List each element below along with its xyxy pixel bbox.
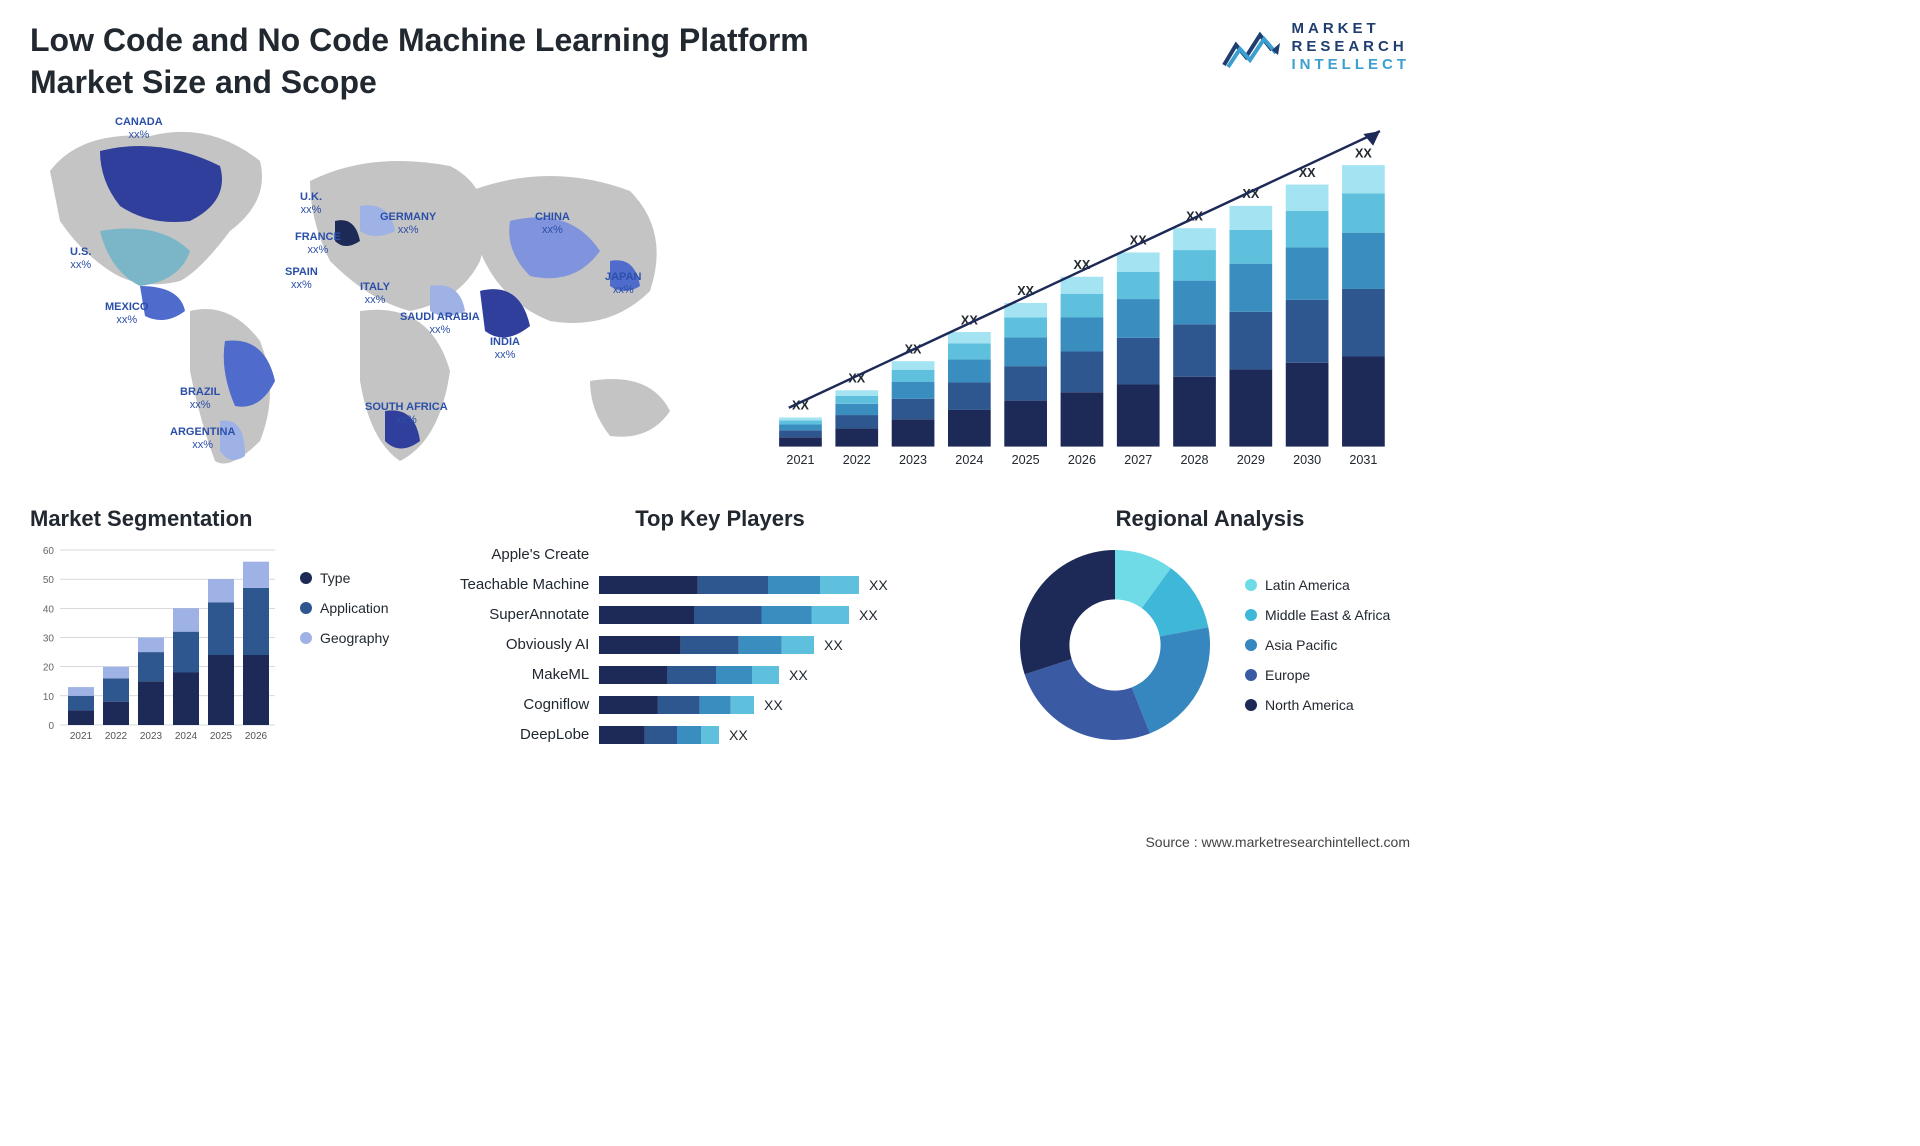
svg-text:10: 10 bbox=[43, 692, 55, 703]
map-label: CANADAxx% bbox=[115, 116, 163, 142]
svg-text:2030: 2030 bbox=[1293, 453, 1321, 467]
brand-line1: MARKET bbox=[1292, 20, 1411, 38]
svg-text:2028: 2028 bbox=[1180, 453, 1208, 467]
players-chart: XX XX XX XX XX XX bbox=[599, 540, 929, 750]
svg-text:2022: 2022 bbox=[843, 453, 871, 467]
map-label: ITALYxx% bbox=[360, 281, 390, 307]
svg-text:2026: 2026 bbox=[1068, 453, 1096, 467]
legend-item: North America bbox=[1245, 697, 1390, 713]
svg-text:2025: 2025 bbox=[210, 731, 233, 742]
map-label: U.K.xx% bbox=[300, 191, 322, 217]
svg-text:50: 50 bbox=[43, 575, 55, 586]
map-label: FRANCExx% bbox=[295, 231, 341, 257]
growth-chart: XX2021XX2022XX2023XX2024XX2025XX2026XX20… bbox=[750, 111, 1410, 491]
svg-text:2026: 2026 bbox=[245, 731, 268, 742]
legend-item: Geography bbox=[300, 630, 389, 646]
svg-text:2029: 2029 bbox=[1237, 453, 1265, 467]
map-label: SOUTH AFRICAxx% bbox=[365, 401, 448, 427]
player-label: SuperAnnotate bbox=[460, 600, 589, 630]
svg-text:2027: 2027 bbox=[1124, 453, 1152, 467]
brand-logo-block: MARKET RESEARCH INTELLECT bbox=[1222, 20, 1411, 74]
legend-item: Type bbox=[300, 570, 389, 586]
legend-item: Middle East & Africa bbox=[1245, 607, 1390, 623]
map-label: GERMANYxx% bbox=[380, 211, 436, 237]
segmentation-title: Market Segmentation bbox=[30, 506, 430, 532]
svg-text:XX: XX bbox=[789, 667, 808, 683]
player-label: Teachable Machine bbox=[460, 570, 589, 600]
map-label: SPAINxx% bbox=[285, 266, 318, 292]
segmentation-legend: Type Application Geography bbox=[300, 570, 389, 750]
map-label: ARGENTINAxx% bbox=[170, 426, 235, 452]
player-label: Apple's Create bbox=[460, 540, 589, 570]
map-label: BRAZILxx% bbox=[180, 386, 220, 412]
player-label: MakeML bbox=[460, 660, 589, 690]
legend-item: Europe bbox=[1245, 667, 1390, 683]
svg-text:60: 60 bbox=[43, 546, 55, 557]
svg-text:2031: 2031 bbox=[1349, 453, 1377, 467]
svg-text:2025: 2025 bbox=[1012, 453, 1040, 467]
svg-text:20: 20 bbox=[43, 663, 55, 674]
svg-text:2024: 2024 bbox=[955, 453, 983, 467]
brand-line3: INTELLECT bbox=[1292, 56, 1411, 74]
svg-text:2021: 2021 bbox=[786, 453, 814, 467]
map-label: INDIAxx% bbox=[490, 336, 520, 362]
svg-text:XX: XX bbox=[1355, 147, 1372, 161]
svg-text:XX: XX bbox=[764, 697, 783, 713]
segmentation-panel: Market Segmentation 0 10 20 30 40 50 60 2021 202… bbox=[30, 506, 430, 750]
svg-text:XX: XX bbox=[869, 577, 888, 593]
players-title: Top Key Players bbox=[460, 506, 980, 532]
svg-text:2022: 2022 bbox=[105, 731, 128, 742]
svg-text:2023: 2023 bbox=[140, 731, 163, 742]
map-label: SAUDI ARABIAxx% bbox=[400, 311, 480, 337]
svg-text:XX: XX bbox=[729, 727, 748, 743]
svg-text:30: 30 bbox=[43, 634, 55, 645]
players-panel: Top Key Players Apple's CreateTeachable … bbox=[460, 506, 980, 750]
map-label: JAPANxx% bbox=[605, 271, 641, 297]
player-label: Obviously AI bbox=[460, 630, 589, 660]
page-title: Low Code and No Code Machine Learning Pl… bbox=[30, 20, 830, 103]
svg-text:XX: XX bbox=[824, 637, 843, 653]
map-label: MEXICOxx% bbox=[105, 301, 148, 327]
svg-text:XX: XX bbox=[859, 607, 878, 623]
segmentation-chart: 0 10 20 30 40 50 60 2021 2022 2023 2024 2025 2026 bbox=[30, 540, 280, 750]
player-label: DeepLobe bbox=[460, 720, 589, 750]
player-label: Cogniflow bbox=[460, 690, 589, 720]
regional-panel: Regional Analysis Latin America Middle Ea… bbox=[1010, 506, 1410, 750]
svg-text:2021: 2021 bbox=[70, 731, 93, 742]
brand-logo-icon bbox=[1222, 25, 1282, 70]
world-map: CANADAxx% U.S.xx% MEXICOxx% BRAZILxx% ARGENT… bbox=[30, 111, 710, 491]
regional-donut bbox=[1010, 540, 1220, 750]
svg-text:2023: 2023 bbox=[899, 453, 927, 467]
map-label: U.S.xx% bbox=[70, 246, 91, 272]
svg-text:40: 40 bbox=[43, 605, 55, 616]
legend-item: Asia Pacific bbox=[1245, 637, 1390, 653]
svg-text:0: 0 bbox=[48, 721, 54, 732]
legend-item: Application bbox=[300, 600, 389, 616]
svg-text:2024: 2024 bbox=[175, 731, 198, 742]
players-labels: Apple's CreateTeachable MachineSuperAnno… bbox=[460, 540, 599, 750]
regional-title: Regional Analysis bbox=[1010, 506, 1410, 532]
source-text: Source : www.marketresearchintellect.com bbox=[1145, 834, 1410, 850]
map-label: CHINAxx% bbox=[535, 211, 570, 237]
regional-legend: Latin America Middle East & Africa Asia Pa… bbox=[1245, 577, 1390, 713]
legend-item: Latin America bbox=[1245, 577, 1390, 593]
brand-line2: RESEARCH bbox=[1292, 38, 1411, 56]
